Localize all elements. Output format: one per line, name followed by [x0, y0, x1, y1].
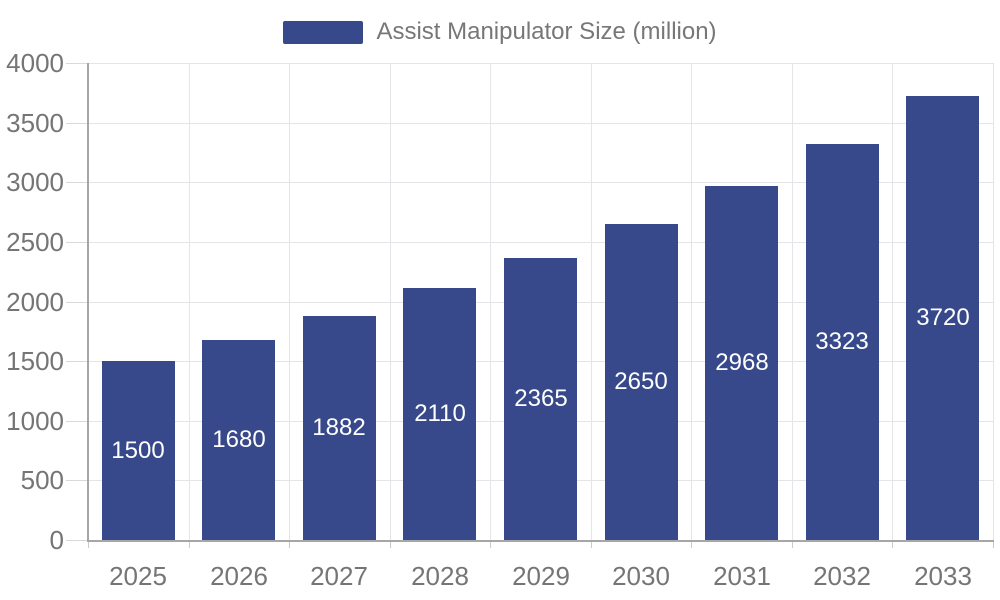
y-axis-tick: [66, 63, 88, 64]
x-axis-tick: [892, 540, 893, 548]
x-tick-label: 2025: [109, 561, 167, 591]
y-tick-label: 500: [20, 465, 64, 495]
bar[interactable]: [605, 224, 678, 540]
x-axis-tick: [390, 540, 391, 548]
h-gridline: [88, 242, 993, 243]
y-tick-label: 1000: [6, 406, 64, 436]
bar[interactable]: [202, 340, 275, 540]
y-tick-label: 2000: [6, 287, 64, 317]
y-axis-tick: [66, 182, 88, 183]
x-tick-label: 2026: [210, 561, 268, 591]
bar[interactable]: [303, 316, 376, 540]
y-axis-tick: [66, 123, 88, 124]
bar[interactable]: [705, 186, 778, 540]
bar[interactable]: [806, 144, 879, 540]
y-axis-tick: [66, 302, 88, 303]
h-gridline: [88, 123, 993, 124]
x-axis-tick: [490, 540, 491, 548]
legend-swatch: [283, 20, 364, 44]
x-axis-tick: [289, 540, 290, 548]
v-gridline: [892, 63, 893, 540]
legend[interactable]: Assist Manipulator Size (million): [0, 18, 1000, 46]
y-axis-tick: [66, 540, 88, 541]
v-gridline: [792, 63, 793, 540]
x-tick-label: 2029: [512, 561, 570, 591]
x-tick-label: 2033: [914, 561, 972, 591]
x-tick-label: 2031: [713, 561, 771, 591]
x-axis-tick: [591, 540, 592, 548]
x-axis-tick: [189, 540, 190, 548]
y-axis-tick: [66, 480, 88, 481]
y-axis-tick: [66, 242, 88, 243]
x-axis-line: [87, 540, 994, 542]
y-tick-label: 3000: [6, 167, 64, 197]
v-gridline: [189, 63, 190, 540]
y-tick-label: 0: [49, 525, 64, 555]
v-gridline: [490, 63, 491, 540]
v-gridline: [390, 63, 391, 540]
v-gridline: [289, 63, 290, 540]
y-axis-line: [87, 63, 89, 542]
y-axis-tick: [66, 421, 88, 422]
y-tick-label: 2500: [6, 227, 64, 257]
x-axis-tick: [691, 540, 692, 548]
h-gridline: [88, 63, 993, 64]
v-gridline: [591, 63, 592, 540]
y-tick-label: 3500: [6, 108, 64, 138]
bar[interactable]: [504, 258, 577, 540]
x-tick-label: 2030: [612, 561, 670, 591]
bar[interactable]: [403, 288, 476, 540]
x-axis-tick: [993, 540, 994, 548]
v-gridline: [691, 63, 692, 540]
bar[interactable]: [906, 96, 979, 540]
y-tick-label: 1500: [6, 346, 64, 376]
h-gridline: [88, 182, 993, 183]
x-tick-label: 2028: [411, 561, 469, 591]
x-axis-tick: [88, 540, 89, 548]
bar[interactable]: [102, 361, 175, 540]
x-tick-label: 2027: [310, 561, 368, 591]
v-gridline: [993, 63, 994, 540]
x-axis-tick: [792, 540, 793, 548]
x-tick-label: 2032: [813, 561, 871, 591]
legend-label: Assist Manipulator Size (million): [376, 18, 717, 45]
y-axis-tick: [66, 361, 88, 362]
y-tick-label: 4000: [6, 48, 64, 78]
